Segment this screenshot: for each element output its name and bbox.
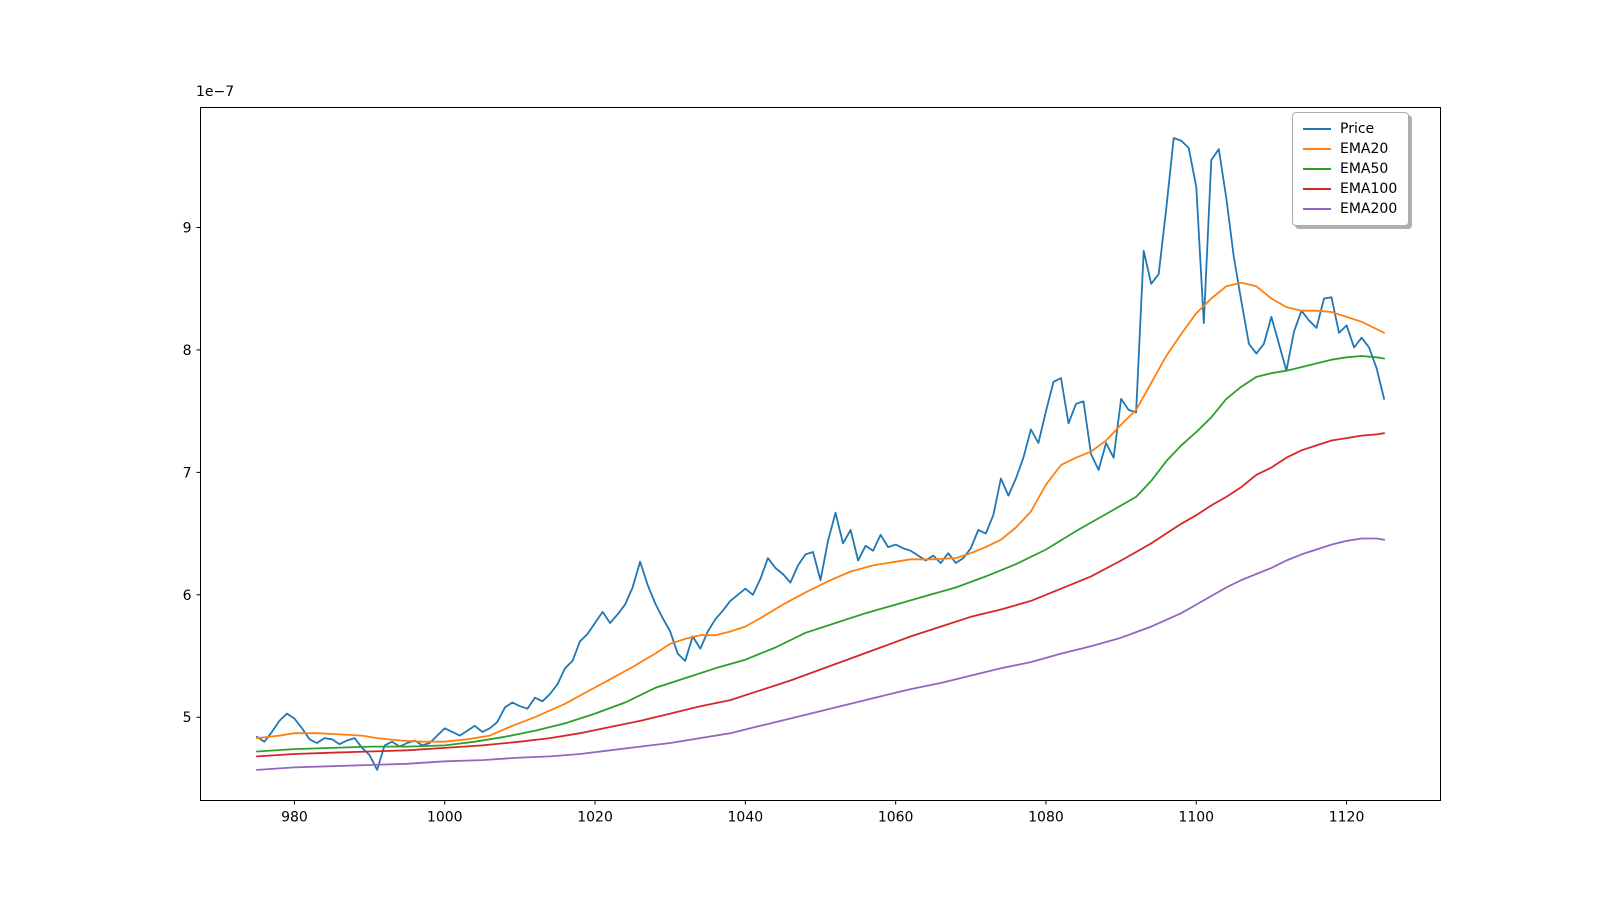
- series-line-ema100: [255, 432, 1385, 758]
- y-axis-offset-label: 1e−7: [196, 84, 235, 100]
- x-tick-label: 1100: [1178, 810, 1214, 826]
- series-line-ema200: [255, 537, 1385, 771]
- legend-label-price: Price: [1340, 121, 1375, 137]
- legend-item-price: Price: [1303, 119, 1397, 139]
- series-line-ema20: [255, 281, 1385, 743]
- legend-label-ema200: EMA200: [1340, 201, 1398, 217]
- y-tick-label: 6: [183, 588, 192, 604]
- legend-item-ema200: EMA200: [1303, 199, 1397, 219]
- legend-item-ema20: EMA20: [1303, 139, 1397, 159]
- x-tick-label: 1120: [1329, 810, 1365, 826]
- legend: Price EMA20 EMA50 EMA100 EMA200: [1292, 112, 1410, 226]
- x-tick-label: 1080: [1028, 810, 1064, 826]
- x-tick-label: 1060: [878, 810, 914, 826]
- legend-line-swatch-price: [1303, 128, 1331, 130]
- y-tick-label: 7: [183, 465, 192, 481]
- legend-line-swatch-ema50: [1303, 168, 1331, 170]
- legend-item-ema100: EMA100: [1303, 179, 1397, 199]
- legend-line-swatch-ema20: [1303, 148, 1331, 150]
- y-tick-label: 8: [183, 343, 192, 359]
- x-tick-label: 1000: [427, 810, 463, 826]
- x-tick-label: 980: [281, 810, 308, 826]
- axes-frame: [200, 107, 1441, 801]
- series-line-ema50: [255, 355, 1385, 753]
- legend-label-ema50: EMA50: [1340, 161, 1389, 177]
- x-tick-label: 1040: [728, 810, 764, 826]
- y-tick-label: 5: [183, 710, 192, 726]
- legend-item-ema50: EMA50: [1303, 159, 1397, 179]
- series-line-price: [255, 137, 1385, 771]
- legend-label-ema20: EMA20: [1340, 141, 1389, 157]
- legend-line-swatch-ema100: [1303, 188, 1331, 190]
- legend-label-ema100: EMA100: [1340, 181, 1398, 197]
- y-tick-label: 9: [183, 220, 192, 236]
- legend-line-swatch-ema200: [1303, 208, 1331, 210]
- x-tick-label: 1020: [577, 810, 613, 826]
